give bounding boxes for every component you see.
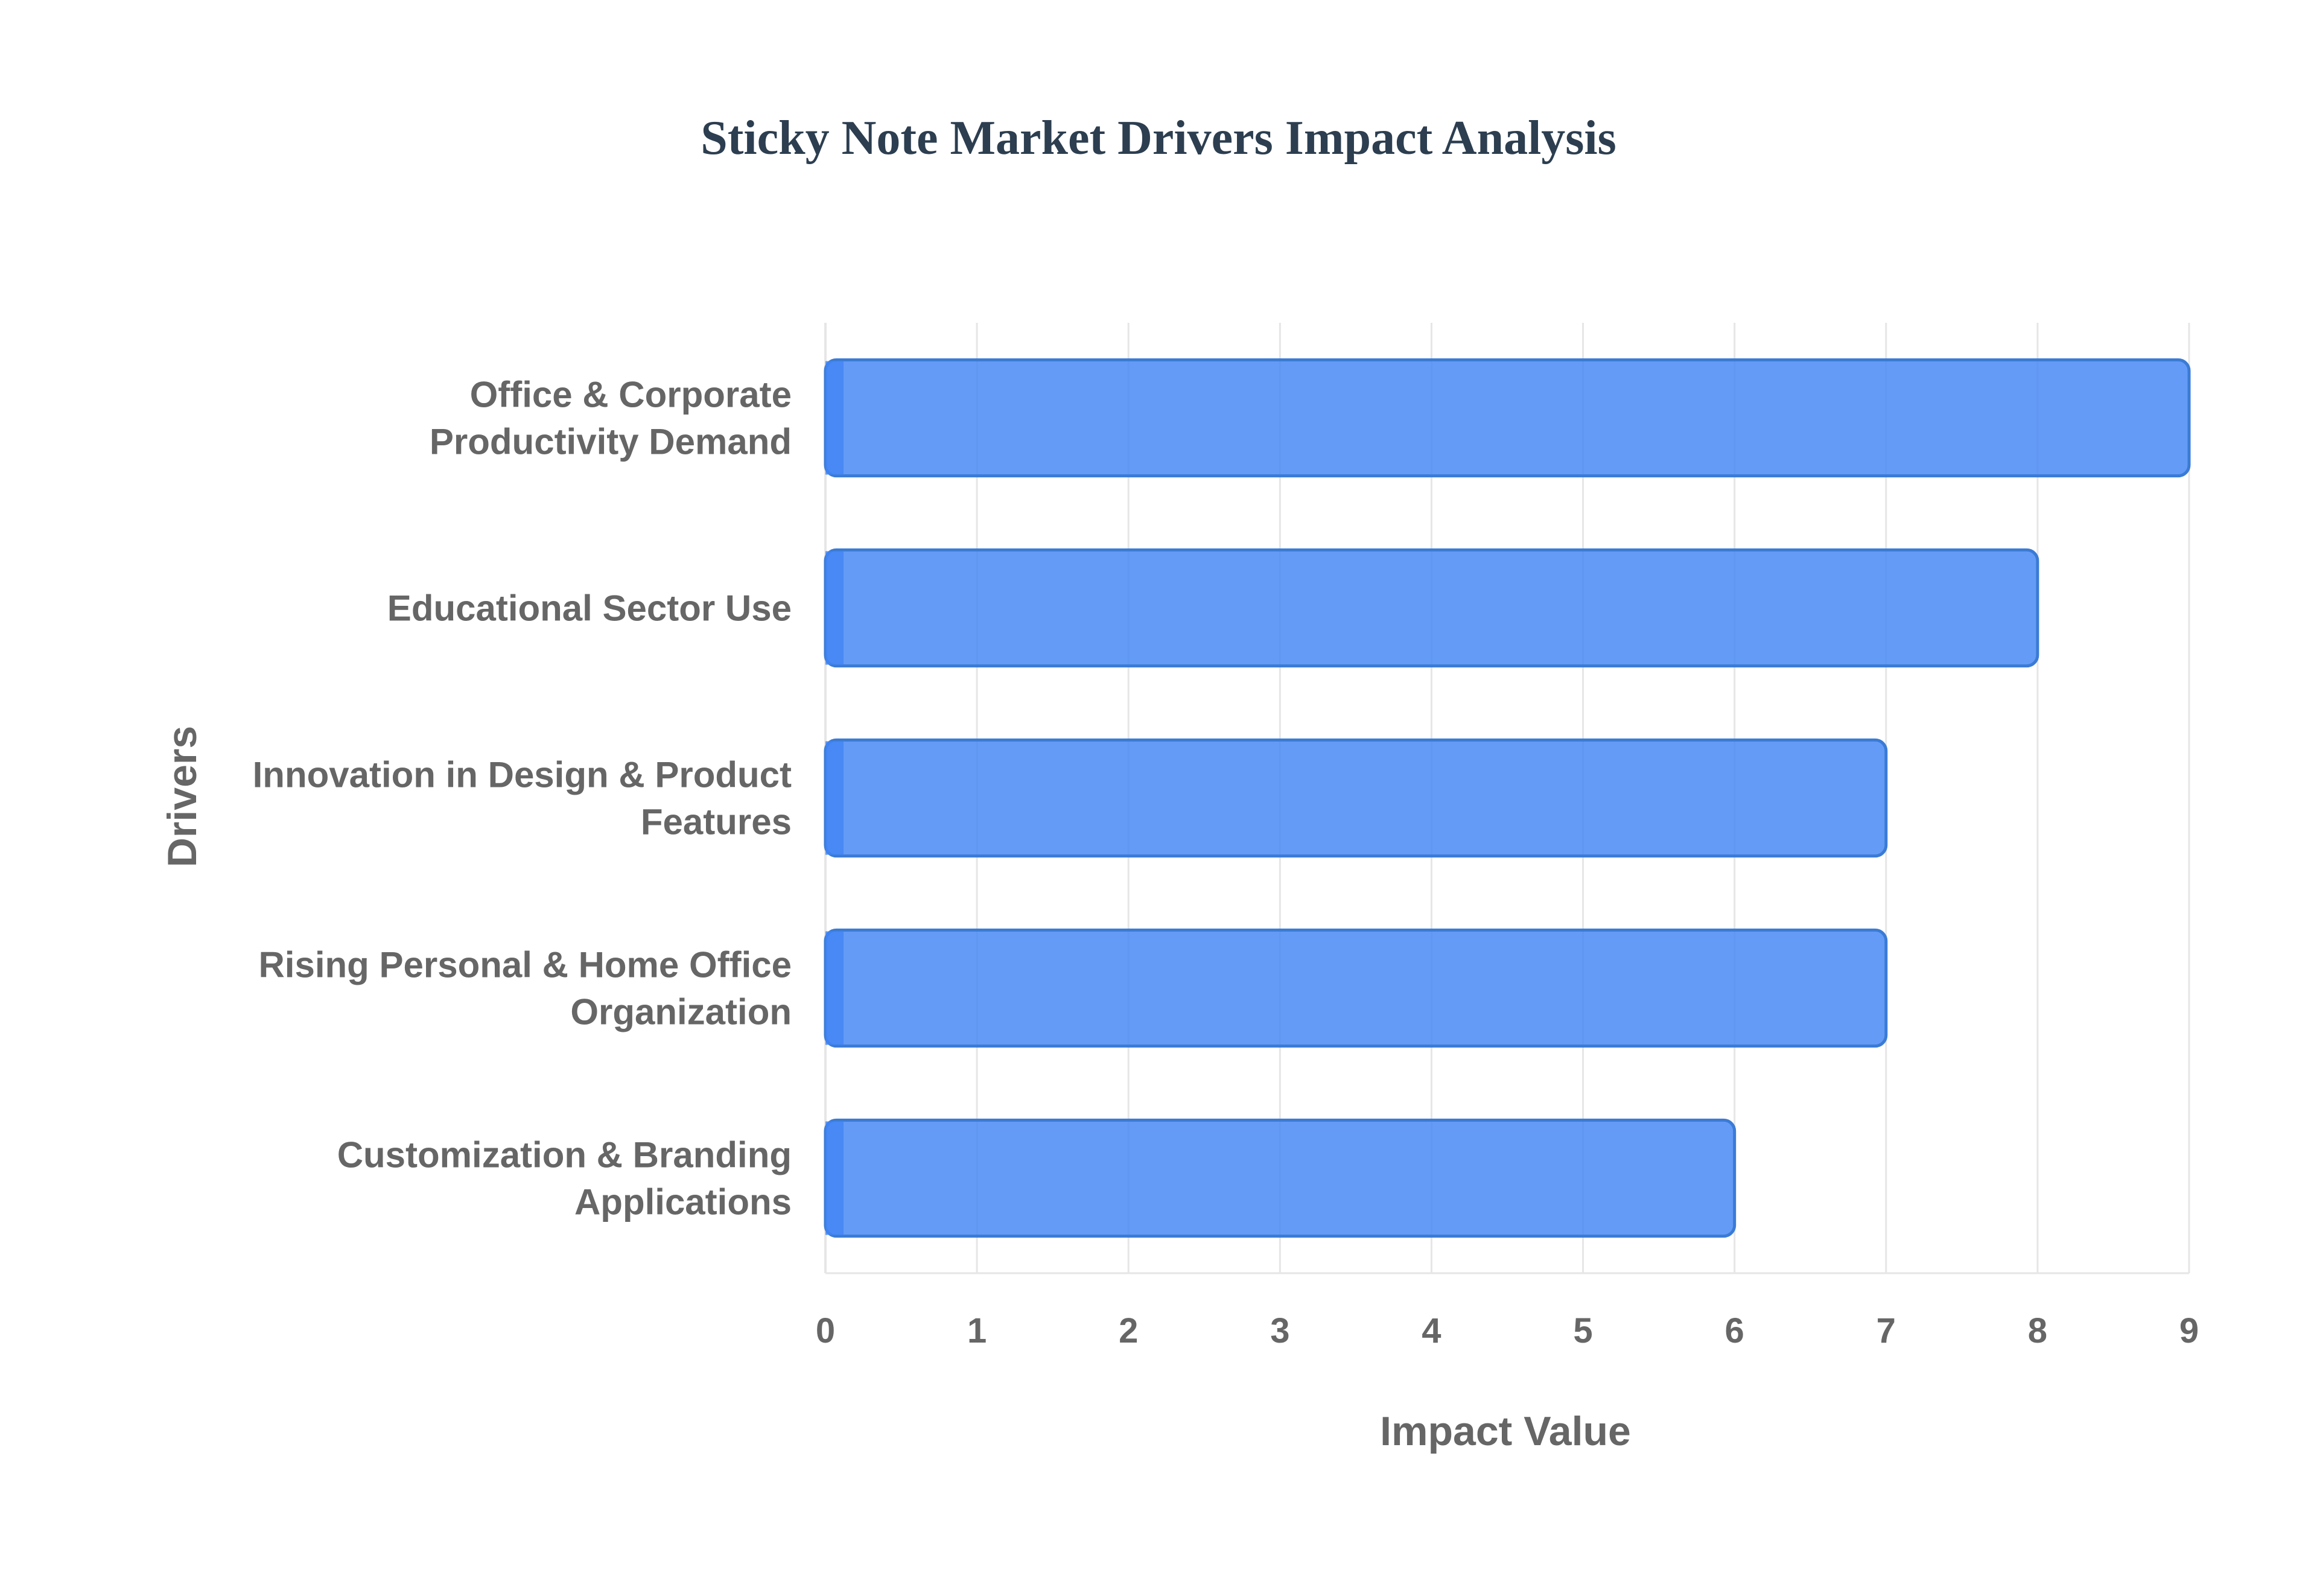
x-tick-label: 2 [1119,1311,1138,1350]
bar[interactable] [824,358,2191,478]
x-tick-label: 1 [967,1311,987,1350]
y-tick-label: Innovation in Design & Product Features [253,755,792,842]
bar-left-edge [825,361,844,475]
x-tick-label: 7 [1877,1311,1896,1350]
tick-layer: 0 1 2 3 4 5 6 7 8 9 [816,1311,2199,1350]
bar-left-edge [825,1121,844,1235]
y-tick-label: Rising Personal & Home Office Organizatio… [258,945,792,1032]
bar-left-edge [825,551,844,665]
bar-left-edge [825,931,844,1045]
x-tick-label: 9 [2179,1311,2199,1350]
bar[interactable] [824,928,1888,1048]
x-tick-label: 3 [1270,1311,1289,1350]
category-label-layer: Office & Corporate Productivity Demand Edu… [253,375,792,1222]
x-tick-label: 6 [1725,1311,1744,1350]
x-tick-label: 8 [2028,1311,2047,1350]
chart-title: Sticky Note Market Drivers Impact Analys… [701,112,1616,165]
bar-left-edge [825,741,844,855]
bar[interactable] [824,738,1888,858]
bar[interactable] [824,1118,1737,1238]
y-tick-label: Customization & Branding Applications [337,1135,792,1222]
x-tick-label: 4 [1422,1311,1441,1350]
y-axis-title: Drivers [159,726,205,867]
bar-layer [824,358,2191,1238]
x-axis-title: Impact Value [1380,1408,1631,1454]
x-tick-label: 0 [816,1311,835,1350]
x-tick-label: 5 [1573,1311,1592,1350]
bar[interactable] [824,548,2039,668]
y-tick-label: Educational Sector Use [387,588,792,629]
y-tick-label: Office & Corporate Productivity Demand [430,375,792,462]
